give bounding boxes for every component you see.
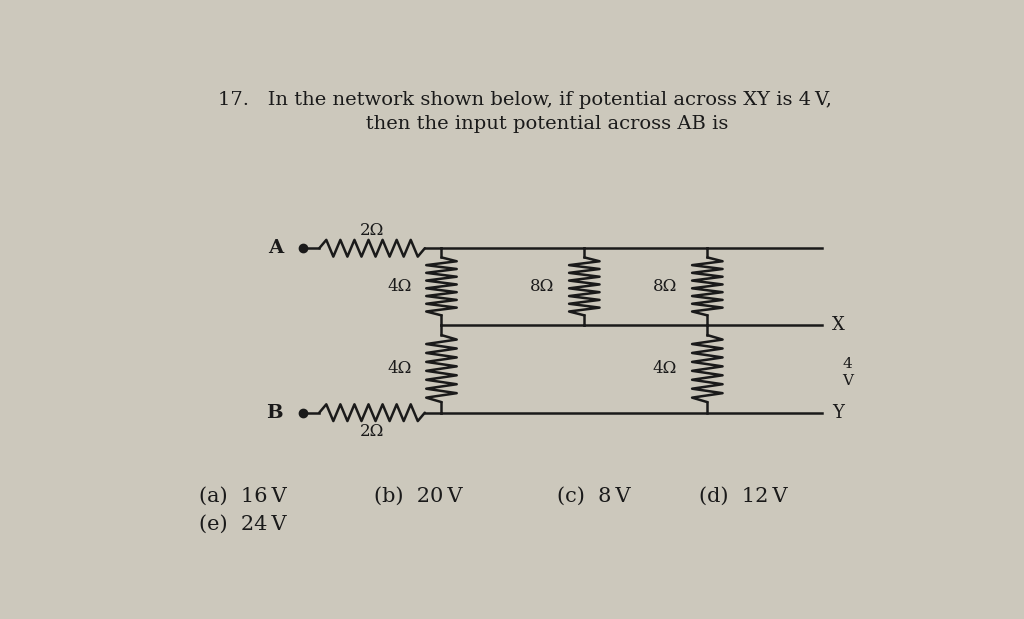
Text: 8Ω: 8Ω bbox=[529, 278, 554, 295]
Text: Y: Y bbox=[831, 404, 844, 422]
Text: (c)  8 V: (c) 8 V bbox=[557, 487, 630, 506]
Text: A: A bbox=[267, 240, 283, 258]
Text: (e)  24 V: (e) 24 V bbox=[200, 515, 287, 534]
Text: (a)  16 V: (a) 16 V bbox=[200, 487, 287, 506]
Text: V: V bbox=[842, 373, 853, 387]
Text: 2Ω: 2Ω bbox=[359, 222, 384, 239]
Text: 2Ω: 2Ω bbox=[359, 423, 384, 440]
Text: 4Ω: 4Ω bbox=[652, 360, 677, 377]
Text: 4Ω: 4Ω bbox=[387, 278, 412, 295]
Text: (d)  12 V: (d) 12 V bbox=[699, 487, 788, 506]
Text: 17.   In the network shown below, if potential across XY is 4 V,: 17. In the network shown below, if poten… bbox=[218, 91, 831, 109]
Text: 8Ω: 8Ω bbox=[652, 278, 677, 295]
Text: then the input potential across AB is: then the input potential across AB is bbox=[322, 115, 728, 133]
Text: (b)  20 V: (b) 20 V bbox=[374, 487, 463, 506]
Text: B: B bbox=[266, 404, 283, 422]
Text: 4: 4 bbox=[842, 357, 852, 371]
Text: X: X bbox=[831, 316, 845, 334]
Text: 4Ω: 4Ω bbox=[387, 360, 412, 377]
